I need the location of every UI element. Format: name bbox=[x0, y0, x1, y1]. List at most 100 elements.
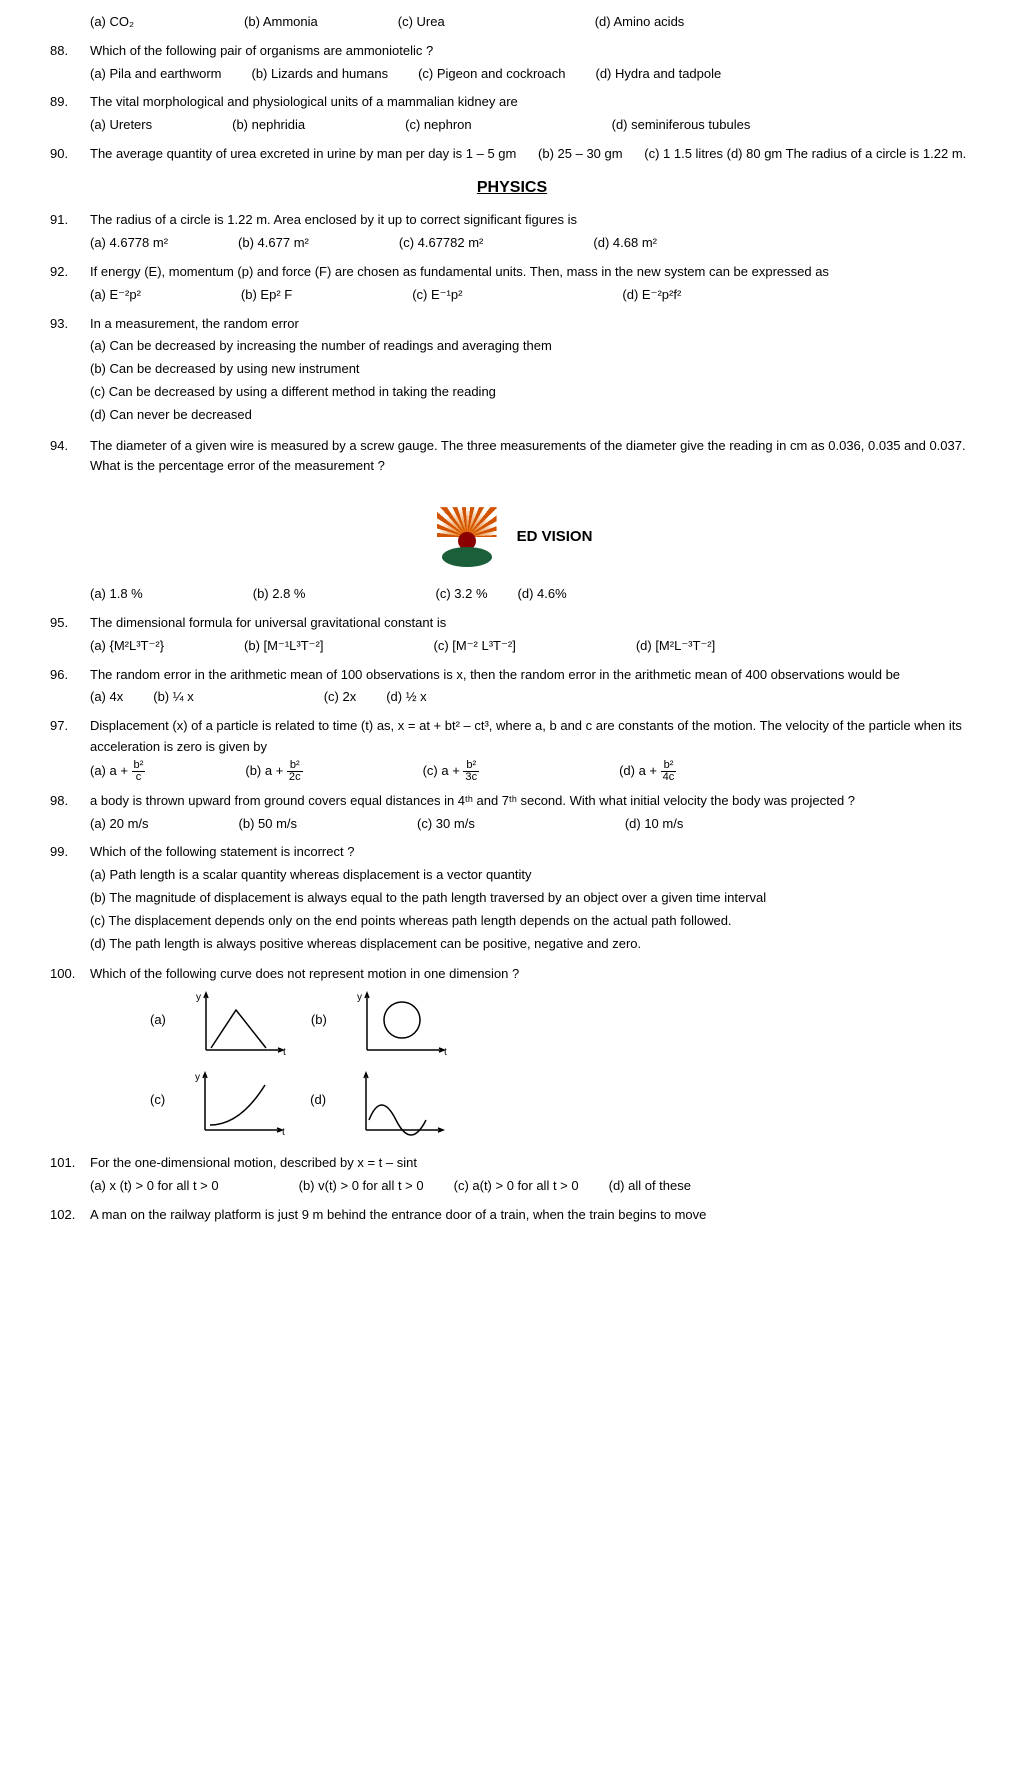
question-text: A man on the railway platform is just 9 … bbox=[90, 1205, 984, 1226]
option-a: (a) Path length is a scalar quantity whe… bbox=[90, 865, 954, 886]
option-c: (c) a(t) > 0 for all t > 0 bbox=[454, 1176, 579, 1197]
question-text: Displacement (x) of a particle is relate… bbox=[90, 716, 984, 758]
physics-header: PHYSICS bbox=[40, 175, 984, 201]
option-d: (d) Hydra and tadpole bbox=[596, 64, 722, 85]
question-number: 96. bbox=[40, 665, 90, 709]
question-number: 101. bbox=[40, 1153, 90, 1197]
option-d: (d) all of these bbox=[609, 1176, 691, 1197]
option-d: (d) 80 gm The radius of a circle is 1.22… bbox=[727, 146, 967, 161]
option-b: (b) nephridia bbox=[232, 115, 305, 136]
option-d: (d) ½ x bbox=[386, 687, 426, 708]
option-c: (c) a + b²3c bbox=[423, 760, 480, 783]
option-b: (b) 4.677 m² bbox=[238, 233, 309, 254]
question-number: 98. bbox=[40, 791, 90, 835]
question-95: 95. The dimensional formula for universa… bbox=[40, 613, 984, 657]
svg-text:y: y bbox=[195, 1072, 200, 1083]
question-97: 97. Displacement (x) of a particle is re… bbox=[40, 716, 984, 783]
option-c: (c) Urea bbox=[398, 12, 445, 33]
question-text: If energy (E), momentum (p) and force (F… bbox=[90, 262, 984, 283]
graph-b-icon: y t bbox=[352, 990, 452, 1060]
question-90: 90. The average quantity of urea excrete… bbox=[40, 144, 984, 165]
question-98: 98. a body is thrown upward from ground … bbox=[40, 791, 984, 835]
option-b: (b) ¼ x bbox=[153, 687, 193, 708]
option-d: (d) E⁻²p²f² bbox=[622, 285, 681, 306]
option-d: (d) a + b²4c bbox=[619, 760, 676, 783]
question-number: 89. bbox=[40, 92, 90, 136]
option-a: (a) x (t) > 0 for all t > 0 bbox=[90, 1176, 219, 1197]
question-text: Which of the following curve does not re… bbox=[90, 964, 984, 985]
question-text: The radius of a circle is 1.22 m. Area e… bbox=[90, 210, 984, 231]
question-number: 91. bbox=[40, 210, 90, 254]
question-number: 90. bbox=[40, 144, 90, 165]
question-91: 91. The radius of a circle is 1.22 m. Ar… bbox=[40, 210, 984, 254]
graph-c-icon: y t bbox=[190, 1070, 290, 1140]
question-text: In a measurement, the random error bbox=[90, 314, 984, 335]
svg-text:y: y bbox=[196, 992, 201, 1003]
question-text: Which of the following pair of organisms… bbox=[90, 41, 984, 62]
option-a: (a) Pila and earthworm bbox=[90, 64, 222, 85]
graph-d-icon bbox=[351, 1070, 451, 1140]
option-c: (c) 4.67782 m² bbox=[399, 233, 484, 254]
question-text: The vital morphological and physiologica… bbox=[90, 92, 984, 113]
graph-label-c: (c) bbox=[150, 1090, 165, 1111]
option-c: (c) 30 m/s bbox=[417, 814, 475, 835]
svg-text:t: t bbox=[282, 1127, 285, 1138]
question-number: 93. bbox=[40, 314, 90, 428]
option-a: (a) E⁻²p² bbox=[90, 285, 141, 306]
question-number: 88. bbox=[40, 41, 90, 85]
question-89: 89. The vital morphological and physiolo… bbox=[40, 92, 984, 136]
question-text: The average quantity of urea excreted in… bbox=[90, 146, 516, 161]
option-c: (c) Can be decreased by using a differen… bbox=[90, 382, 954, 403]
option-d: (d) 4.68 m² bbox=[593, 233, 657, 254]
svg-text:t: t bbox=[283, 1047, 286, 1058]
option-d: (d) [M²L⁻³T⁻²] bbox=[636, 636, 715, 657]
option-c: (c) The displacement depends only on the… bbox=[90, 911, 954, 932]
question-102: 102. A man on the railway platform is ju… bbox=[40, 1205, 984, 1226]
option-b: (b) Ep² F bbox=[241, 285, 292, 306]
option-c: (c) 3.2 % bbox=[436, 584, 488, 605]
question-text: The diameter of a given wire is measured… bbox=[90, 436, 984, 478]
question-text: The random error in the arithmetic mean … bbox=[90, 665, 984, 686]
logo-section: ED VISION bbox=[40, 507, 984, 567]
question-text: a body is thrown upward from ground cove… bbox=[90, 791, 984, 812]
logo-text: ED VISION bbox=[517, 525, 593, 549]
option-b: (b) Lizards and humans bbox=[252, 64, 389, 85]
ed-vision-logo-icon bbox=[432, 507, 502, 567]
question-text: The dimensional formula for universal gr… bbox=[90, 613, 984, 634]
graph-label-d: (d) bbox=[310, 1090, 326, 1111]
svg-text:y: y bbox=[357, 992, 362, 1003]
option-c: (c) nephron bbox=[405, 115, 471, 136]
option-b: (b) [M⁻¹L³T⁻²] bbox=[244, 636, 323, 657]
option-a: (a) CO₂ bbox=[90, 12, 134, 33]
question-93: 93. In a measurement, the random error (… bbox=[40, 314, 984, 428]
option-a: (a) 1.8 % bbox=[90, 584, 143, 605]
option-b: (b) 50 m/s bbox=[239, 814, 298, 835]
option-d: (d) The path length is always positive w… bbox=[90, 934, 954, 955]
question-101: 101. For the one-dimensional motion, des… bbox=[40, 1153, 984, 1197]
option-a: (a) 4.6778 m² bbox=[90, 233, 168, 254]
question-87-options: (a) CO₂ (b) Ammonia (c) Urea (d) Amino a… bbox=[40, 10, 984, 33]
option-c: (c) [M⁻² L³T⁻²] bbox=[433, 636, 515, 657]
option-b: (b) Ammonia bbox=[244, 12, 318, 33]
option-c: (c) 1 1.5 litres bbox=[644, 146, 723, 161]
question-number: 95. bbox=[40, 613, 90, 657]
option-b: (b) 25 – 30 gm bbox=[538, 146, 623, 161]
option-c: (c) 2x bbox=[324, 687, 357, 708]
graph-a-icon: y t bbox=[191, 990, 291, 1060]
question-number: 94. bbox=[40, 436, 90, 478]
option-b: (b) 2.8 % bbox=[253, 584, 306, 605]
option-d: (d) Amino acids bbox=[595, 12, 685, 33]
question-100: 100. Which of the following curve does n… bbox=[40, 964, 984, 1145]
option-a: (a) a + b²c bbox=[90, 760, 145, 783]
option-b: (b) v(t) > 0 for all t > 0 bbox=[299, 1176, 424, 1197]
option-b: (b) The magnitude of displacement is alw… bbox=[90, 888, 954, 909]
graph-label-b: (b) bbox=[311, 1010, 327, 1031]
question-number: 100. bbox=[40, 964, 90, 1145]
question-96: 96. The random error in the arithmetic m… bbox=[40, 665, 984, 709]
option-c: (c) Pigeon and cockroach bbox=[418, 64, 565, 85]
option-a: (a) 4x bbox=[90, 687, 123, 708]
question-92: 92. If energy (E), momentum (p) and forc… bbox=[40, 262, 984, 306]
option-d: (d) Can never be decreased bbox=[90, 405, 954, 426]
question-text: Which of the following statement is inco… bbox=[90, 842, 984, 863]
option-c: (c) E⁻¹p² bbox=[412, 285, 462, 306]
